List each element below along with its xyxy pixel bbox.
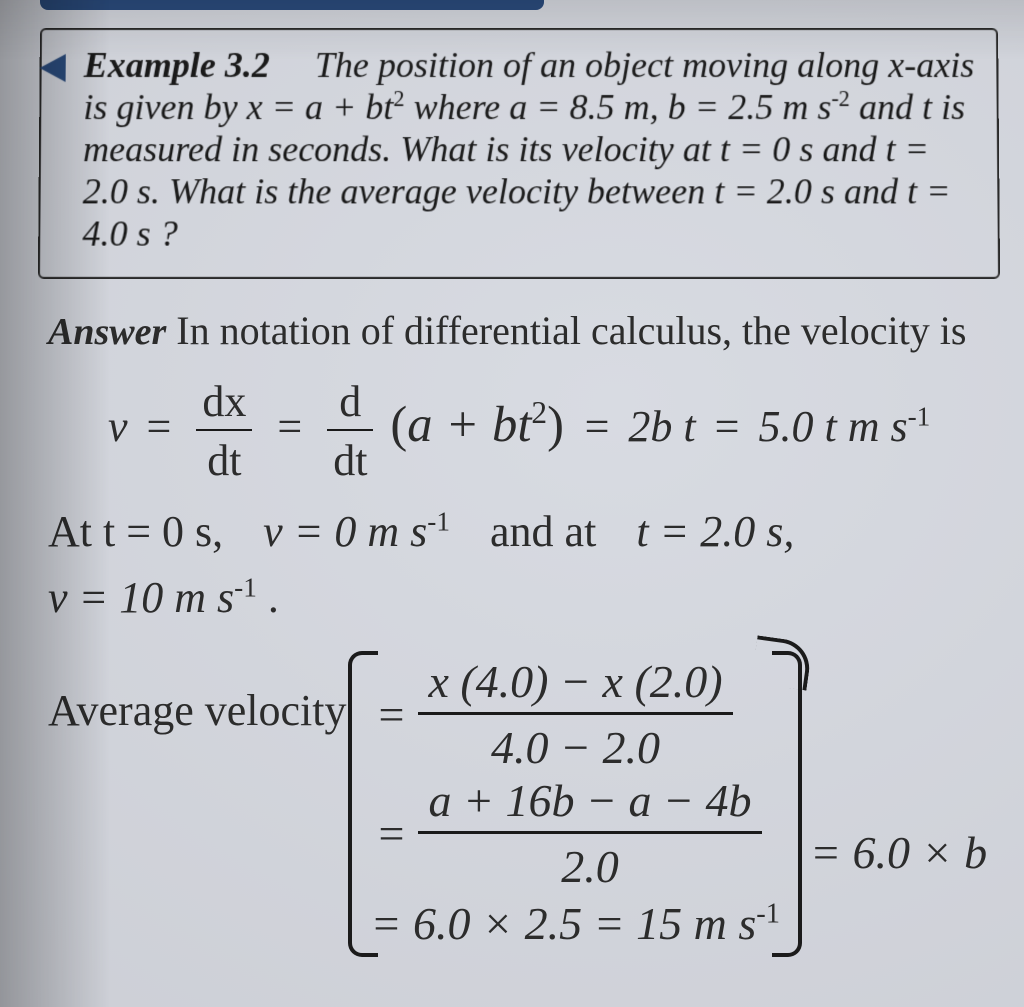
frac-dx-dt: dx dt: [196, 376, 252, 486]
page: Example 3.2 The position of an object mo…: [0, 0, 1024, 1007]
bracket-right-icon: [786, 653, 804, 955]
frac-den: dt: [327, 429, 373, 486]
frac-den: dt: [196, 429, 252, 486]
row3-text: = 6.0 × 2.5 = 15 m s-1: [370, 897, 780, 950]
bracket-group: = x (4.0) − x (2.0) 4.0 − 2.0 = a + 16b …: [346, 653, 804, 955]
at-t0: At t = 0 s,: [48, 502, 223, 561]
answer-label: Answer: [48, 311, 166, 353]
frac-den: 4.0 − 2.0: [418, 712, 732, 774]
equals-icon: =: [577, 402, 618, 451]
sym-v: v: [108, 402, 128, 451]
equals-icon: =: [139, 402, 180, 451]
answer-block: Answer In notation of differential calcu…: [40, 304, 1004, 955]
top-accent-bar: [40, 0, 544, 10]
frac-row1: x (4.0) − x (2.0) 4.0 − 2.0: [418, 655, 732, 774]
frac-d-dt: d dt: [327, 376, 373, 486]
and-at: and at: [490, 502, 596, 561]
answer-intro: In notation of differential calculus, th…: [176, 308, 966, 353]
bracket-row-3: = 6.0 × 2.5 = 15 m s-1: [370, 893, 780, 953]
equals-icon: =: [707, 402, 748, 451]
v-at-2s: v = 10 m s-1 .: [48, 568, 996, 627]
equals-icon: =: [370, 688, 412, 741]
t2: t = 2.0 s,: [636, 502, 794, 561]
v0: v = 0 m s-1: [263, 502, 450, 561]
bracket-tail: = 6.0 × b: [804, 730, 987, 879]
avg-velocity-label: Average velocity: [48, 653, 346, 736]
velocity-values-line: At t = 0 s, v = 0 m s-1 and at t = 2.0 s…: [48, 502, 996, 561]
v0-val: v = 0 m s: [263, 507, 427, 556]
term-5t-sup: -1: [908, 402, 931, 432]
term-2bt: 2b t: [628, 402, 695, 451]
paren-sup: 2: [531, 396, 547, 431]
example-pointer-icon: [40, 54, 66, 82]
bracket-row-2: = a + 16b − a − 4b 2.0: [370, 774, 780, 893]
v10-sup: -1: [234, 572, 257, 602]
v0-sup: -1: [427, 507, 450, 537]
frac-row2: a + 16b − a − 4b 2.0: [418, 774, 761, 893]
avg-label-text: Average velocity: [48, 686, 346, 735]
frac-num: d: [327, 376, 373, 429]
paren-inner: a + bt: [407, 396, 531, 452]
example-box: Example 3.2 The position of an object mo…: [38, 28, 1000, 279]
frac-den: 2.0: [418, 831, 761, 893]
avg-velocity-row: Average velocity = x (4.0) − x (2.0) 4.0…: [48, 653, 996, 955]
frac-num: x (4.0) − x (2.0): [418, 655, 732, 712]
bracket-row-1: = x (4.0) − x (2.0) 4.0 − 2.0: [370, 655, 780, 774]
v10: v = 10 m s: [48, 573, 234, 622]
example-title: Example 3.2: [84, 45, 270, 85]
term-5t: 5.0 t m s-1: [758, 402, 930, 451]
frac-num: a + 16b − a − 4b: [418, 774, 761, 831]
paren-group: (a + bt2): [390, 396, 576, 452]
period: .: [268, 573, 279, 622]
equals-icon: =: [269, 402, 310, 451]
row3-sup: -1: [756, 898, 780, 929]
bracket-left-icon: [346, 653, 364, 955]
row3-val: = 6.0 × 2.5 = 15 m s: [370, 898, 756, 949]
equals-icon: =: [370, 807, 412, 860]
bracket-body: = x (4.0) − x (2.0) 4.0 − 2.0 = a + 16b …: [364, 653, 786, 955]
example-text: Example 3.2 The position of an object mo…: [82, 44, 976, 255]
answer-intro-line: Answer In notation of differential calcu…: [48, 304, 996, 358]
term-5t-val: 5.0 t m s: [758, 402, 907, 451]
frac-num: dx: [196, 376, 252, 429]
velocity-derivation: v = dx dt = d dt (a + bt2) = 2b t = 5.0 …: [108, 376, 996, 486]
